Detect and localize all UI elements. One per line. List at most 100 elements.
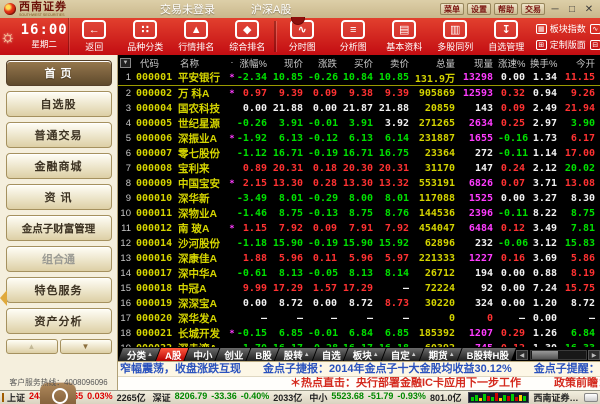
toolbar-button-分析图[interactable]: ≡ 分析图: [328, 18, 379, 55]
cell-value: 0.00: [500, 283, 525, 294]
tab-板块[interactable]: 板块 ▲: [344, 348, 386, 361]
toolbar-small-button-板块指数[interactable]: ▦ 板块指数: [535, 22, 586, 35]
tab-创业[interactable]: 创业: [215, 348, 250, 361]
tab-label: 创业: [224, 350, 244, 362]
table-row[interactable]: 18 000021 长城开发 * -0.15 6.85 -0.01 6.84 6.85 18539…: [118, 326, 600, 341]
tab-scroll-right-button[interactable]: ▶: [588, 350, 600, 360]
status-grid-icon[interactable]: [2, 393, 4, 402]
sidebar-item-资讯[interactable]: 资 讯: [5, 184, 112, 210]
sidebar-item-金点子财富管理[interactable]: 金点子财富管理: [5, 215, 112, 241]
table-row[interactable]: 3 000004 国农科技 0.00 21.88 0.00 21.87 21.88 20859 1…: [118, 101, 600, 116]
my-advisor-button[interactable]: 我的投顾: [40, 382, 77, 404]
tab-自定[interactable]: 自定 ▲: [382, 348, 424, 361]
close-button[interactable]: ✕: [584, 3, 594, 15]
column-header-7[interactable]: 买价: [353, 58, 373, 70]
cell-value: 272: [474, 148, 493, 159]
table-row[interactable]: 15 000018 中冠A 9.99 17.29 1.57 17.29 – 72224 92 0.0…: [118, 281, 600, 296]
tab-分类[interactable]: 分类 ▲: [118, 348, 160, 361]
tab-B股[interactable]: B股: [246, 348, 278, 361]
watch-star-mark: *: [229, 178, 235, 189]
toolbar-small-button-宏观指标[interactable]: ∿宏观指标: [589, 22, 600, 35]
tab-股转[interactable]: 股转 ▲: [275, 348, 317, 361]
toolbar-button-基本资料[interactable]: ▤ 基本资料: [379, 18, 430, 55]
toolbar-button-自选管理[interactable]: ↧ 自选管理: [481, 18, 532, 55]
cell-value: -0.15: [236, 328, 267, 339]
toolbar-button-label: 基本资料: [386, 42, 423, 52]
stock-code: 000018: [136, 283, 173, 294]
tab-scrollbar[interactable]: [529, 350, 587, 360]
cell-value: 6.13: [348, 133, 373, 144]
cell-value: 26712: [424, 268, 455, 279]
sidebar-item-自选股[interactable]: 自选股: [5, 91, 112, 117]
titlebar-button-菜单[interactable]: 菜单: [440, 3, 464, 15]
table-row[interactable]: 8 000009 中国宝安 * 2.15 13.30 0.28 13.30 13.32 55319…: [118, 176, 600, 191]
table-row[interactable]: 6 000007 零七股份 -1.12 16.71 -0.19 16.71 16.75 2336…: [118, 146, 600, 161]
table-filter-cell[interactable]: ▼: [118, 57, 134, 68]
quote-panel-icon[interactable]: [584, 393, 599, 402]
tab-期货[interactable]: 期货 ▲: [420, 348, 462, 361]
tab-B股转H股[interactable]: B股转H股: [458, 348, 516, 361]
table-row[interactable]: 10 000011 深物业A -1.46 8.75 -0.13 8.75 8.76 144536…: [118, 206, 600, 221]
table-row[interactable]: 14 000017 深中华A -0.61 8.13 -0.05 8.13 8.14 26712 1…: [118, 266, 600, 281]
column-header-5[interactable]: 现价: [283, 58, 303, 70]
tab-scrollbar-thumb[interactable]: [531, 351, 558, 359]
column-header-8[interactable]: 卖价: [389, 58, 409, 70]
table-row[interactable]: 7 000008 宝利来 0.89 20.31 0.18 20.30 20.31 31170 14…: [118, 161, 600, 176]
stock-name: 深华新: [178, 193, 210, 205]
tab-自选[interactable]: 自选: [313, 348, 348, 361]
column-header-4[interactable]: 涨幅%: [239, 58, 267, 70]
toolbar-small-button-数据管理[interactable]: ⊟数据管理: [589, 38, 600, 51]
cell-value: 9.38: [348, 88, 373, 99]
table-row[interactable]: 13 000016 深康佳A 1.88 5.96 0.11 5.96 5.97 221333 12…: [118, 251, 600, 266]
toolbar-button-综合排名[interactable]: ◆ 综合排名: [222, 18, 273, 55]
tab-A股[interactable]: A股: [156, 348, 188, 361]
stock-name: 万 科A: [178, 88, 210, 100]
sidebar-item-资产分析[interactable]: 资产分析: [5, 308, 112, 334]
stock-name: 深物业A: [178, 208, 218, 220]
table-row[interactable]: 12 000014 沙河股份 -1.18 15.90 -0.19 15.90 15.92 628…: [118, 236, 600, 251]
toolbar-button-label: 品种分类: [127, 42, 164, 52]
column-header-2[interactable]: 名称: [180, 58, 200, 70]
filter-dropdown-icon[interactable]: ▼: [120, 57, 131, 68]
column-header-6[interactable]: 涨跌: [317, 58, 337, 70]
sidebar-scroll-up-button[interactable]: ▲: [5, 339, 58, 354]
cell-value: 13.32: [378, 178, 409, 189]
titlebar-button-交易[interactable]: 交易: [521, 3, 545, 15]
tab-中小[interactable]: 中小: [184, 348, 219, 361]
sidebar-collapse-handle[interactable]: [0, 290, 7, 306]
toolbar-small-button-定制版面[interactable]: ⊞ 定制版面: [535, 38, 586, 51]
column-header-3[interactable]: ·: [230, 57, 234, 68]
titlebar-button-帮助[interactable]: 帮助: [494, 3, 518, 15]
table-row[interactable]: 9 000010 深华新 -3.49 8.01 -0.29 8.00 8.01 117088 15…: [118, 191, 600, 206]
sidebar-item-普通交易[interactable]: 普通交易: [5, 122, 112, 148]
toolbar-button-多股同列[interactable]: ▥ 多股同列: [430, 18, 481, 55]
maximize-button[interactable]: □: [568, 3, 576, 15]
minimize-button[interactable]: ─: [551, 3, 559, 15]
table-row[interactable]: 17 000020 深华发A – – – – –0 0–0.00–: [118, 311, 600, 326]
table-row[interactable]: 1 000001 平安银行 * -2.34 10.85 -0.26 10.84 10.85 131…: [118, 70, 600, 86]
column-header-12[interactable]: 换手%: [530, 58, 558, 70]
tab-scroll-left-button[interactable]: ◀: [515, 350, 528, 360]
table-row[interactable]: 11 000012 南 玻A * 1.15 7.92 0.09 7.91 7.92 454047 6…: [118, 221, 600, 236]
toolbar-button-品种分类[interactable]: ∷ 品种分类: [120, 18, 171, 55]
table-row[interactable]: 5 000006 深振业A * -1.92 6.13 -0.12 6.13 6.14 231887…: [118, 131, 600, 146]
table-row[interactable]: 4 000005 世纪星源 -0.26 3.91 -0.01 3.91 3.92 271265 2…: [118, 116, 600, 131]
sidebar-item-金融商城[interactable]: 金融商城: [5, 153, 112, 179]
sidebar-item-组合通[interactable]: 组合通: [5, 246, 112, 272]
table-row[interactable]: 16 000019 深深宝A 0.00 8.72 0.00 8.72 8.73 30220 324…: [118, 296, 600, 311]
toolbar-button-返回[interactable]: ← 返回: [69, 18, 120, 55]
column-header-13[interactable]: 今开: [575, 58, 595, 70]
column-header-1[interactable]: 代码: [140, 58, 160, 70]
column-header-9[interactable]: 总量: [435, 58, 455, 70]
column-header-11[interactable]: 涨速%: [498, 58, 526, 70]
titlebar-button-设置[interactable]: 设置: [467, 3, 491, 15]
table-row[interactable]: 2 000002 万 科A * 0.97 9.39 0.09 9.38 9.39 905869 12…: [118, 86, 600, 101]
mini-trend-chart[interactable]: [468, 392, 530, 403]
sidebar-item-特色服务[interactable]: 特色服务: [5, 277, 112, 303]
column-header-10[interactable]: 现量: [473, 58, 493, 70]
toolbar-button-行情排名[interactable]: ▲ 行情排名: [171, 18, 222, 55]
cell-value: –: [366, 313, 373, 324]
sidebar-item-首页[interactable]: 首 页: [5, 60, 112, 86]
sidebar-scroll-down-button[interactable]: ▼: [59, 339, 112, 354]
